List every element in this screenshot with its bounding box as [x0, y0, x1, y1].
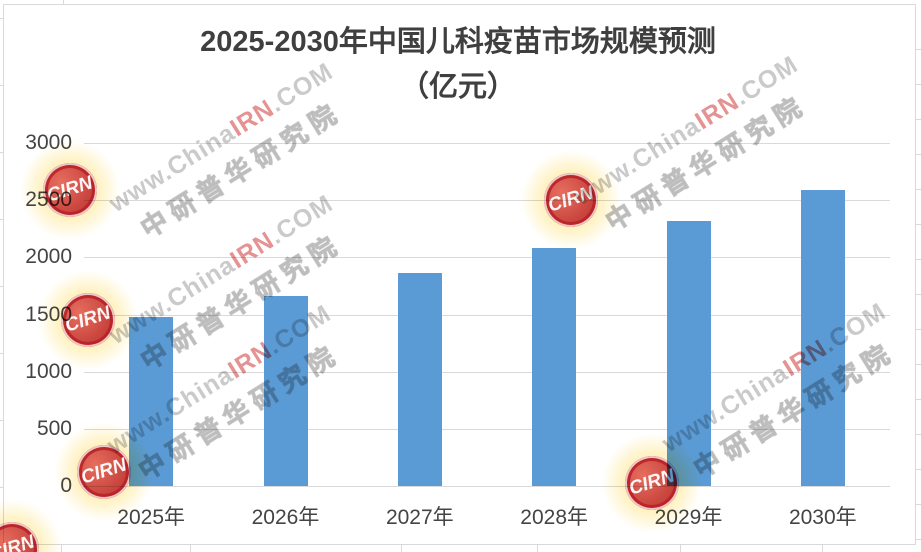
y-axis-tick-label: 2500: [25, 188, 72, 212]
bar-2025年[interactable]: [129, 316, 174, 486]
gridline: [84, 314, 890, 316]
gridline: [84, 200, 890, 202]
spreadsheet-gridline: [916, 329, 921, 330]
spreadsheet-gridline: [916, 84, 921, 85]
gridline: [84, 143, 890, 145]
y-axis-tick-label: 500: [36, 416, 72, 440]
spreadsheet-gridline: [916, 294, 921, 295]
x-axis-tick-label: 2029年: [654, 506, 723, 529]
gridline: [84, 486, 890, 487]
spreadsheet-gridline: [0, 152, 3, 153]
y-axis-tick-label: 2000: [25, 245, 72, 269]
spreadsheet-gridline: [916, 224, 921, 225]
spreadsheet-gridline: [916, 154, 921, 155]
spreadsheet-gridline: [61, 545, 62, 552]
x-axis-tick-label: 2026年: [251, 506, 320, 529]
spreadsheet-gridline: [916, 189, 921, 190]
spreadsheet-gridline: [916, 469, 921, 470]
x-axis-tick-label: 2027年: [385, 506, 454, 529]
spreadsheet-gridline: [680, 545, 681, 552]
bar-2028年[interactable]: [532, 248, 577, 486]
bar-2029年[interactable]: [666, 220, 711, 486]
chart-title-line1: 2025-2030年中国儿科疫苗市场规模预测: [200, 26, 716, 58]
spreadsheet-gridline: [916, 539, 921, 540]
bar-2030年[interactable]: [800, 190, 845, 486]
gridline: [84, 428, 890, 430]
bar-2026年[interactable]: [263, 295, 308, 486]
spreadsheet-gridline: [916, 259, 921, 260]
y-axis-tick-label: 1500: [25, 302, 72, 326]
chart-title: 2025-2030年中国儿科疫苗市场规模预测 （亿元）: [3, 20, 913, 110]
spreadsheet-gridline: [916, 364, 921, 365]
spreadsheet-gridline: [0, 219, 3, 220]
y-axis-tick-label: 0: [60, 474, 72, 497]
spreadsheet-gridline: [916, 434, 921, 435]
spreadsheet-gridline: [916, 49, 921, 50]
chart-title-line2: （亿元）: [399, 71, 516, 103]
x-axis-tick-label: 2028年: [520, 506, 589, 529]
y-axis-tick-label: 1000: [25, 359, 72, 383]
gridline: [84, 257, 890, 259]
gridline: [84, 371, 890, 373]
x-axis-tick-label: 2030年: [788, 506, 857, 529]
spreadsheet-gridline: [0, 353, 3, 354]
spreadsheet-gridline: [190, 545, 191, 552]
spreadsheet-gridline: [916, 399, 921, 400]
spreadsheet-gridline: [0, 420, 3, 421]
spreadsheet-gridline: [0, 286, 3, 287]
spreadsheet-gridline: [0, 85, 3, 86]
bar-2027年[interactable]: [397, 273, 442, 486]
spreadsheet-gridline: [0, 487, 3, 488]
x-axis-tick-label: 2025年: [117, 506, 186, 529]
spreadsheet-gridline: [0, 18, 3, 19]
spreadsheet-gridline: [916, 119, 921, 120]
spreadsheet-gridline: [401, 545, 402, 552]
spreadsheet-gridline: [822, 545, 823, 552]
spreadsheet-gridline: [916, 504, 921, 505]
spreadsheet-gridline: [537, 545, 538, 552]
y-axis-tick-label: 3000: [25, 131, 72, 155]
spreadsheet-gridline: [63, 0, 64, 4]
